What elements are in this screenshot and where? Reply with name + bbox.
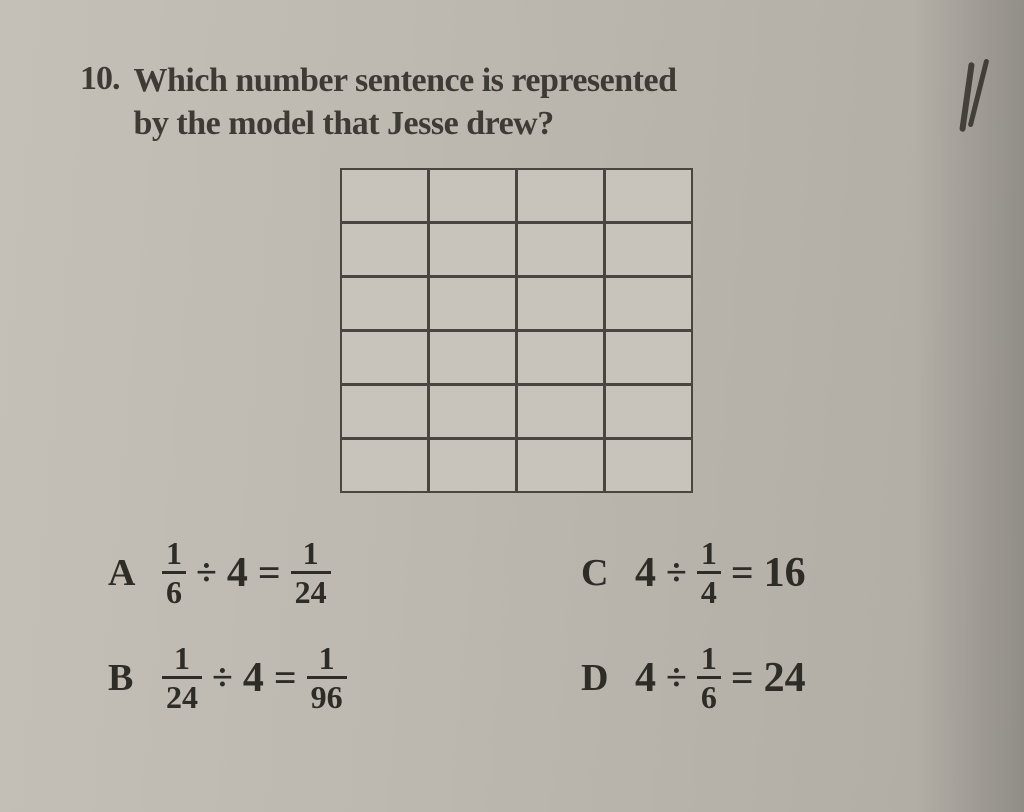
fraction: 16 xyxy=(697,642,721,713)
choice-expression: 16÷4=124 xyxy=(162,537,331,608)
grid-cell xyxy=(340,222,429,277)
question-line-1: Which number sentence is represented xyxy=(134,62,677,99)
fraction-denominator: 4 xyxy=(697,571,721,608)
question-text: Which number sentence is represented by … xyxy=(134,60,677,145)
fraction-numerator: 1 xyxy=(162,537,186,571)
grid-cell xyxy=(516,384,605,439)
choice-letter: D xyxy=(581,656,615,700)
choice-letter: B xyxy=(108,656,142,700)
question-number: 10. xyxy=(80,60,120,98)
fraction-denominator: 24 xyxy=(291,571,331,608)
worksheet-page: 10. Which number sentence is represented… xyxy=(0,0,1024,812)
grid-cell xyxy=(428,168,517,223)
fraction-denominator: 24 xyxy=(162,676,202,713)
fraction-numerator: 1 xyxy=(315,642,339,676)
fraction-denominator: 6 xyxy=(162,571,186,608)
grid-cell xyxy=(516,330,605,385)
fraction-numerator: 1 xyxy=(697,537,721,571)
grid-cell xyxy=(516,168,605,223)
grid-cell xyxy=(604,168,693,223)
whole-number: 4 xyxy=(635,549,656,597)
grid-cell xyxy=(340,330,429,385)
grid-cell xyxy=(340,168,429,223)
equals-op: = xyxy=(274,654,297,701)
fraction: 124 xyxy=(162,642,202,713)
model-grid-container xyxy=(80,169,954,493)
equals-op: = xyxy=(258,549,281,596)
divide-op: ÷ xyxy=(666,551,687,595)
grid-cell xyxy=(604,276,693,331)
divide-op: ÷ xyxy=(666,656,687,700)
choice-c[interactable]: C4÷14=16 xyxy=(581,537,944,608)
grid-cell xyxy=(516,222,605,277)
choice-expression: 4÷16=24 xyxy=(635,642,806,713)
fraction: 196 xyxy=(307,642,347,713)
divide-op: ÷ xyxy=(196,551,217,595)
whole-number: 4 xyxy=(635,654,656,702)
model-grid xyxy=(341,169,693,493)
grid-cell xyxy=(604,222,693,277)
grid-cell xyxy=(428,222,517,277)
whole-number: 4 xyxy=(227,549,248,597)
grid-cell xyxy=(340,438,429,493)
fraction-numerator: 1 xyxy=(299,537,323,571)
fraction-denominator: 6 xyxy=(697,676,721,713)
fraction-denominator: 96 xyxy=(307,676,347,713)
whole-number: 16 xyxy=(764,549,806,597)
grid-cell xyxy=(428,384,517,439)
whole-number: 4 xyxy=(243,654,264,702)
choice-d[interactable]: D4÷16=24 xyxy=(581,642,944,713)
question-row: 10. Which number sentence is represented… xyxy=(80,60,954,145)
grid-cell xyxy=(516,438,605,493)
grid-cell xyxy=(516,276,605,331)
grid-cell xyxy=(604,438,693,493)
choice-letter: A xyxy=(108,551,142,595)
fraction: 124 xyxy=(291,537,331,608)
question-line-2: by the model that Jesse drew? xyxy=(134,105,554,142)
handwritten-tally-mark xyxy=(954,58,994,138)
grid-cell xyxy=(604,330,693,385)
fraction-numerator: 1 xyxy=(697,642,721,676)
equals-op: = xyxy=(731,654,754,701)
grid-cell xyxy=(340,276,429,331)
fraction: 16 xyxy=(162,537,186,608)
grid-cell xyxy=(428,438,517,493)
choice-expression: 124÷4=196 xyxy=(162,642,347,713)
equals-op: = xyxy=(731,549,754,596)
divide-op: ÷ xyxy=(212,656,233,700)
choice-b[interactable]: B124÷4=196 xyxy=(108,642,471,713)
choice-expression: 4÷14=16 xyxy=(635,537,806,608)
grid-cell xyxy=(428,330,517,385)
whole-number: 24 xyxy=(764,654,806,702)
grid-cell xyxy=(428,276,517,331)
answer-choices: A16÷4=124C4÷14=16B124÷4=196D4÷16=24 xyxy=(80,537,954,713)
choice-a[interactable]: A16÷4=124 xyxy=(108,537,471,608)
fraction: 14 xyxy=(697,537,721,608)
choice-letter: C xyxy=(581,551,615,595)
grid-cell xyxy=(604,384,693,439)
grid-cell xyxy=(340,384,429,439)
fraction-numerator: 1 xyxy=(170,642,194,676)
